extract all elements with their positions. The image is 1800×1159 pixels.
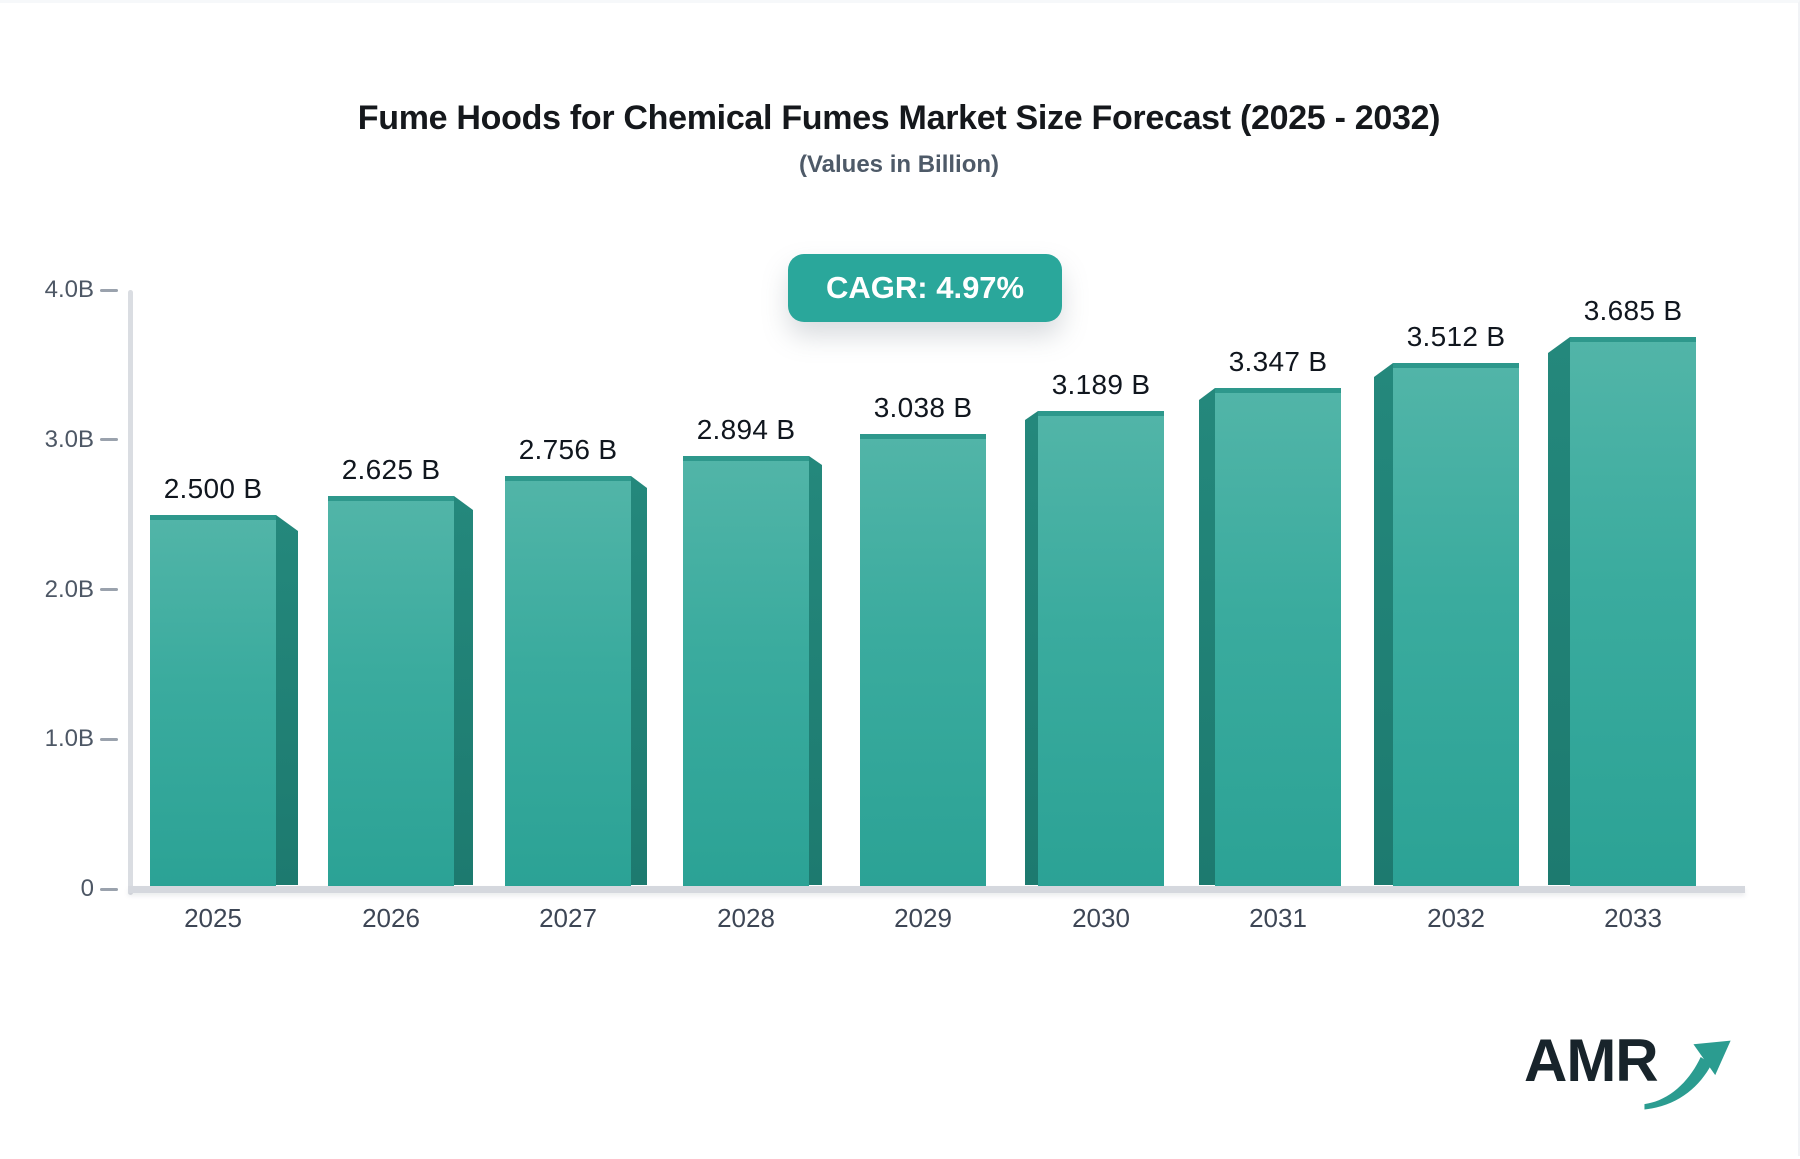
x-tick-label: 2030: [1072, 903, 1130, 933]
bar-value-label: 2.894 B: [696, 414, 796, 445]
bar-2029: [860, 434, 986, 891]
y-tick-label: 2.0B: [44, 575, 94, 603]
y-tick-label: 4.0B: [44, 276, 94, 303]
bar-top-edge: [1570, 337, 1696, 342]
bar-top-edge: [1038, 411, 1164, 416]
bar-2027: [505, 476, 631, 891]
chart-title: Fume Hoods for Chemical Fumes Market Siz…: [357, 99, 1441, 137]
x-tick-label: 2032: [1427, 903, 1485, 933]
amr-logo: AMR: [1524, 1029, 1734, 1115]
y-tick-mark: [100, 288, 118, 292]
bar-top-edge: [860, 434, 986, 439]
bar-side-face: [1025, 411, 1038, 885]
bar-top-edge: [1393, 363, 1519, 368]
bar-side-face: [1548, 337, 1570, 885]
y-tick-label: 0: [80, 875, 94, 902]
plot-area: 0 1.0B 2.0B 3.0B 4.0B 2.500 B 2.625 B 2.756 B 2…: [0, 3, 1800, 1159]
y-tick-label: 3.0B: [44, 425, 94, 453]
bar-value-label: 3.685 B: [1583, 295, 1683, 326]
y-tick-mark: [100, 887, 118, 891]
bar-top-edge: [150, 515, 276, 520]
bar-side-face: [631, 476, 647, 885]
x-tick-label: 2029: [894, 903, 952, 933]
bar-2026: [328, 496, 454, 891]
cagr-badge: CAGR: 4.97%: [788, 254, 1063, 322]
y-axis-line: [128, 290, 133, 895]
bar-value-label: 2.756 B: [518, 434, 618, 465]
x-axis-line: [128, 886, 1745, 893]
bar-top-edge: [1215, 388, 1341, 393]
bar-side-face: [809, 456, 822, 885]
x-tick-label: 2025: [184, 903, 242, 933]
x-tick-label: 2026: [362, 903, 420, 933]
bar-value-label: 3.189 B: [1051, 369, 1151, 400]
bar-top-edge: [505, 476, 631, 481]
y-tick-label: 1.0B: [44, 725, 94, 753]
bar-value-label: 3.347 B: [1228, 346, 1328, 377]
x-tick-label: 2033: [1604, 903, 1662, 933]
bar-value-label: 3.038 B: [873, 392, 973, 423]
y-tick-mark: [100, 438, 118, 442]
bar-2025: [150, 515, 276, 891]
bar-value-label: 2.625 B: [341, 454, 441, 485]
bar-2028: [683, 456, 809, 891]
bar-2033: [1570, 337, 1696, 891]
bar-top-edge: [683, 456, 809, 461]
bar-2031: [1215, 388, 1341, 891]
x-tick-label: 2027: [539, 903, 597, 933]
bar-side-face: [1374, 363, 1393, 885]
y-tick-mark: [100, 588, 118, 591]
trend-up-arrow-icon: [1644, 1040, 1731, 1110]
bar-side-face: [1199, 388, 1215, 885]
x-tick-label: 2031: [1249, 903, 1307, 933]
bar-top-edge: [328, 496, 454, 501]
bar-value-label: 3.512 B: [1406, 321, 1506, 352]
bar-2030: [1038, 411, 1164, 891]
bar-2032: [1393, 363, 1519, 891]
bar-value-label: 2.500 B: [163, 473, 263, 504]
x-tick-label: 2028: [717, 903, 775, 933]
y-tick-mark: [100, 737, 118, 741]
amr-logo-text: AMR: [1524, 1027, 1659, 1094]
chart-subtitle: (Values in Billion): [798, 151, 1000, 178]
bar-side-face: [454, 496, 473, 885]
bar-side-face: [276, 515, 298, 885]
